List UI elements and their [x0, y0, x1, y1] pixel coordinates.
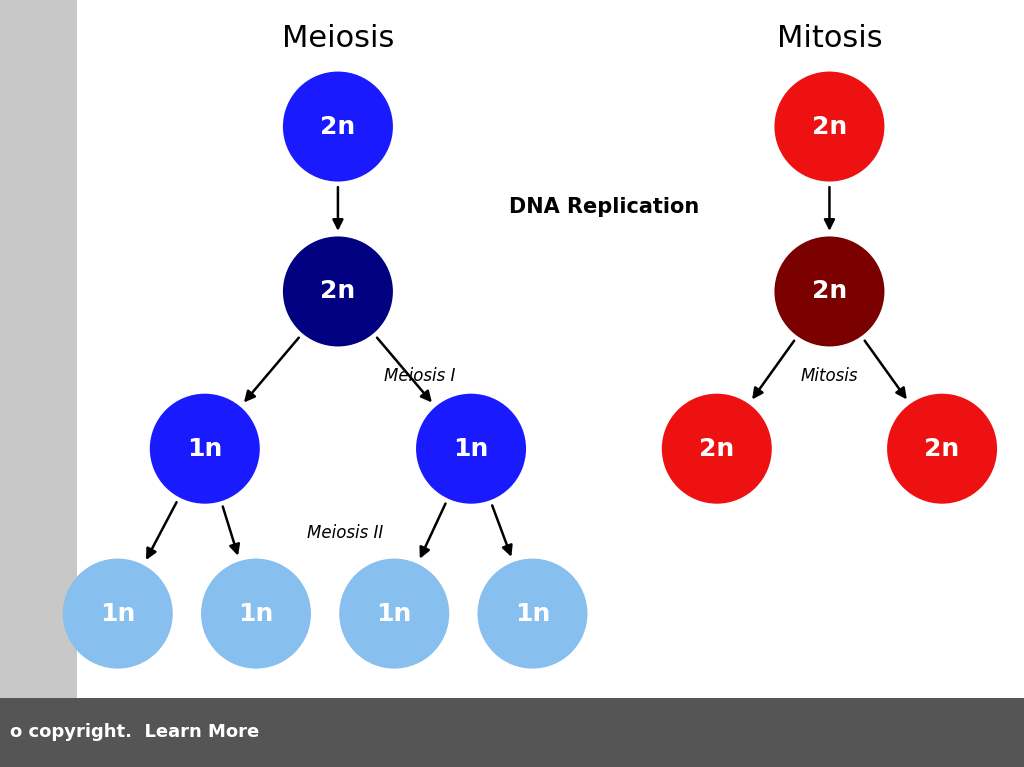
Text: 2n: 2n — [925, 436, 959, 461]
Text: 2n: 2n — [321, 279, 355, 304]
Ellipse shape — [662, 393, 772, 504]
Ellipse shape — [774, 71, 885, 182]
Bar — [0, 698, 1024, 767]
Text: 1n: 1n — [100, 601, 135, 626]
Text: 1n: 1n — [187, 436, 222, 461]
Text: Mitosis: Mitosis — [801, 367, 858, 385]
Ellipse shape — [201, 558, 311, 669]
Ellipse shape — [62, 558, 173, 669]
Text: Mitosis: Mitosis — [776, 24, 883, 53]
Ellipse shape — [887, 393, 997, 504]
Text: 2n: 2n — [699, 436, 734, 461]
Ellipse shape — [477, 558, 588, 669]
Text: 2n: 2n — [812, 279, 847, 304]
Text: 1n: 1n — [239, 601, 273, 626]
Ellipse shape — [416, 393, 526, 504]
Text: 2n: 2n — [321, 114, 355, 139]
Ellipse shape — [774, 236, 885, 347]
Ellipse shape — [339, 558, 450, 669]
Ellipse shape — [283, 71, 393, 182]
Text: 1n: 1n — [454, 436, 488, 461]
Text: 2n: 2n — [812, 114, 847, 139]
Text: Meiosis I: Meiosis I — [384, 367, 456, 385]
Ellipse shape — [283, 236, 393, 347]
Text: o copyright.  Learn More: o copyright. Learn More — [10, 723, 259, 742]
Bar — [0, 0, 77, 698]
Text: DNA Replication: DNA Replication — [509, 197, 699, 217]
Text: Meiosis II: Meiosis II — [307, 524, 383, 542]
Text: 1n: 1n — [377, 601, 412, 626]
Ellipse shape — [150, 393, 260, 504]
Text: 1n: 1n — [515, 601, 550, 626]
Text: Meiosis: Meiosis — [282, 24, 394, 53]
